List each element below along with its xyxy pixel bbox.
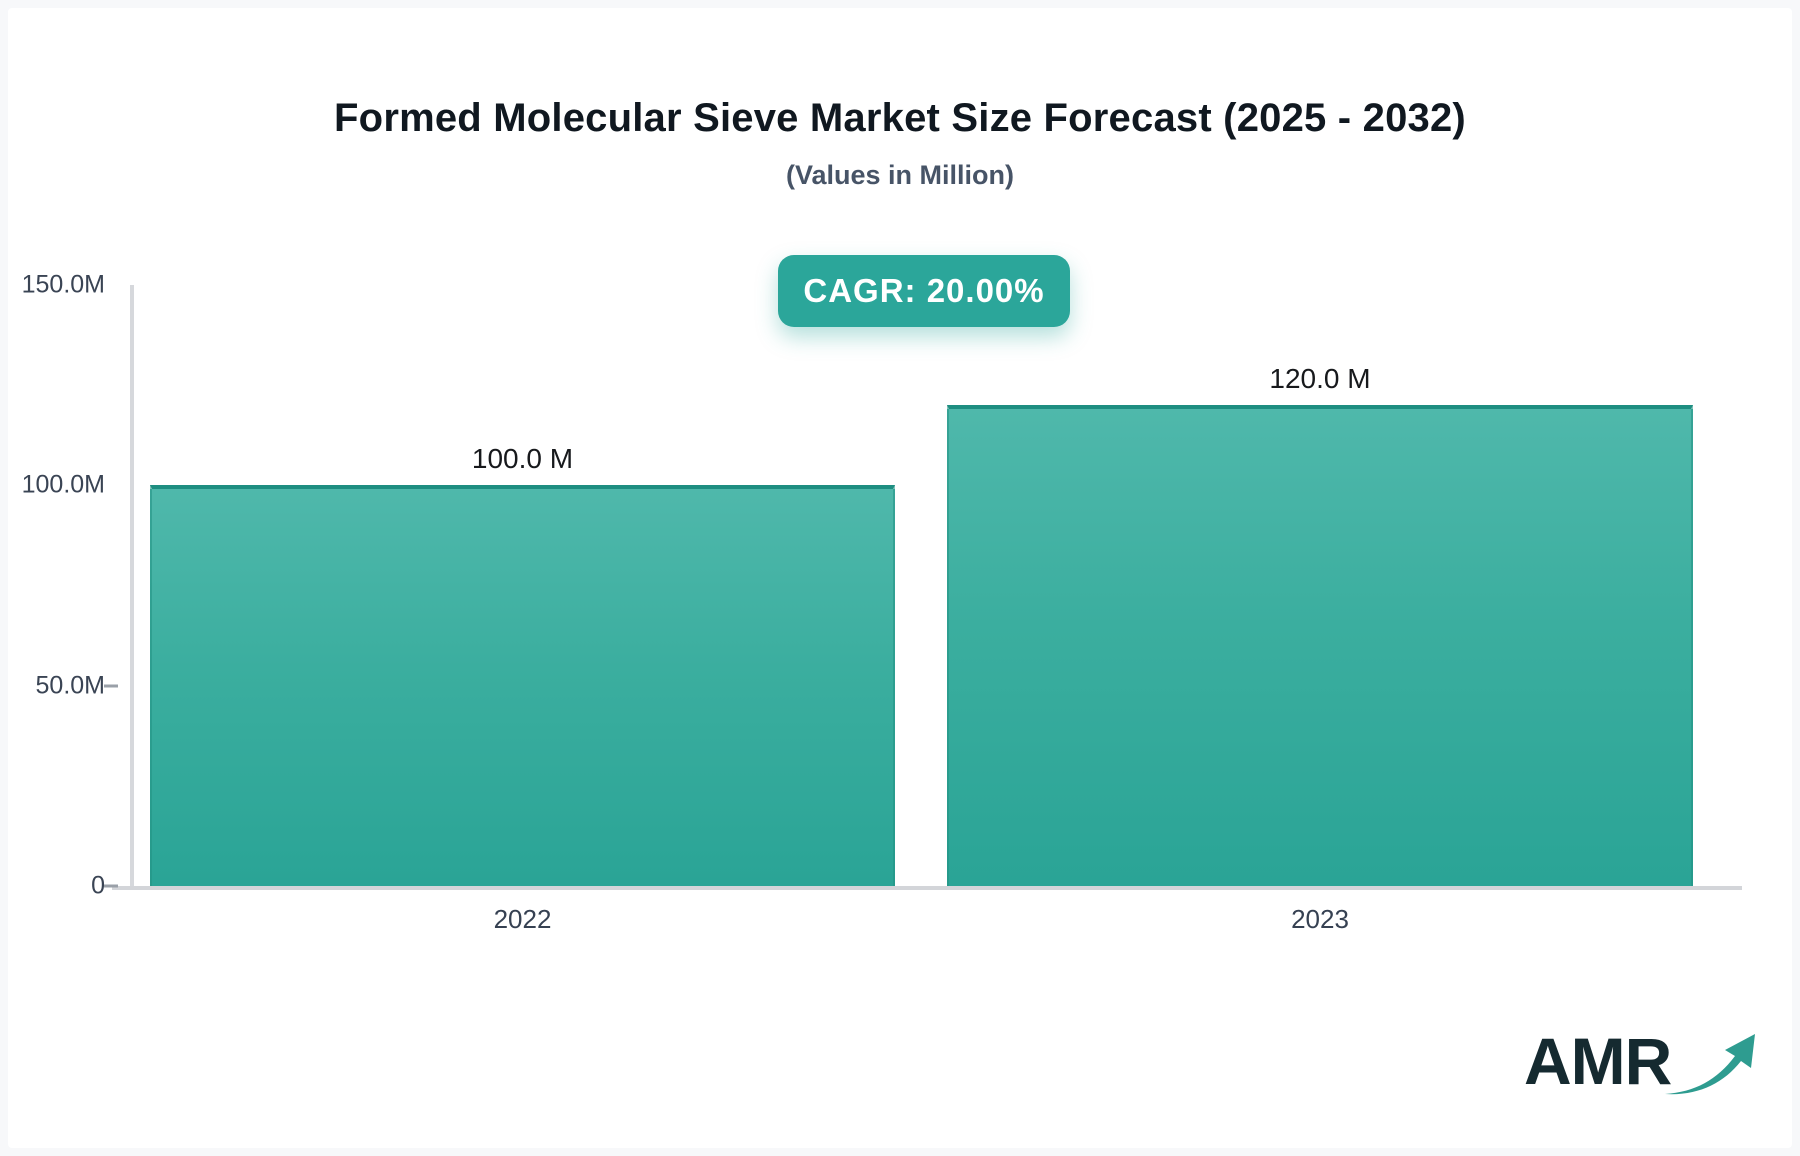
y-tick-label: 0 (91, 871, 105, 900)
logo-arrow-icon (1665, 1034, 1756, 1095)
y-tick-mark (104, 684, 118, 688)
x-axis-label-2023: 2023 (1291, 904, 1349, 934)
y-tick-label: 150.0M (21, 270, 105, 299)
logo-text: AMR (1524, 1024, 1672, 1098)
bar-2023 (947, 405, 1693, 886)
y-tick-label: 50.0M (35, 671, 105, 700)
x-axis-baseline (112, 886, 1742, 890)
y-axis-line (130, 285, 134, 890)
bar-2022 (150, 485, 895, 886)
y-tick-mark (104, 884, 118, 888)
y-tick-label: 100.0M (21, 470, 105, 499)
chart-title: Formed Molecular Sieve Market Size Forec… (334, 96, 1466, 140)
amr-logo: AMR (1524, 1028, 1757, 1100)
bar-value-label: 100.0 M (471, 443, 574, 475)
cagr-badge: CAGR: 20.00% (778, 255, 1070, 327)
chart-subtitle: (Values in Million) (785, 160, 1015, 190)
bar-value-label: 120.0 M (1269, 363, 1371, 395)
x-axis-label-2022: 2022 (493, 904, 552, 934)
